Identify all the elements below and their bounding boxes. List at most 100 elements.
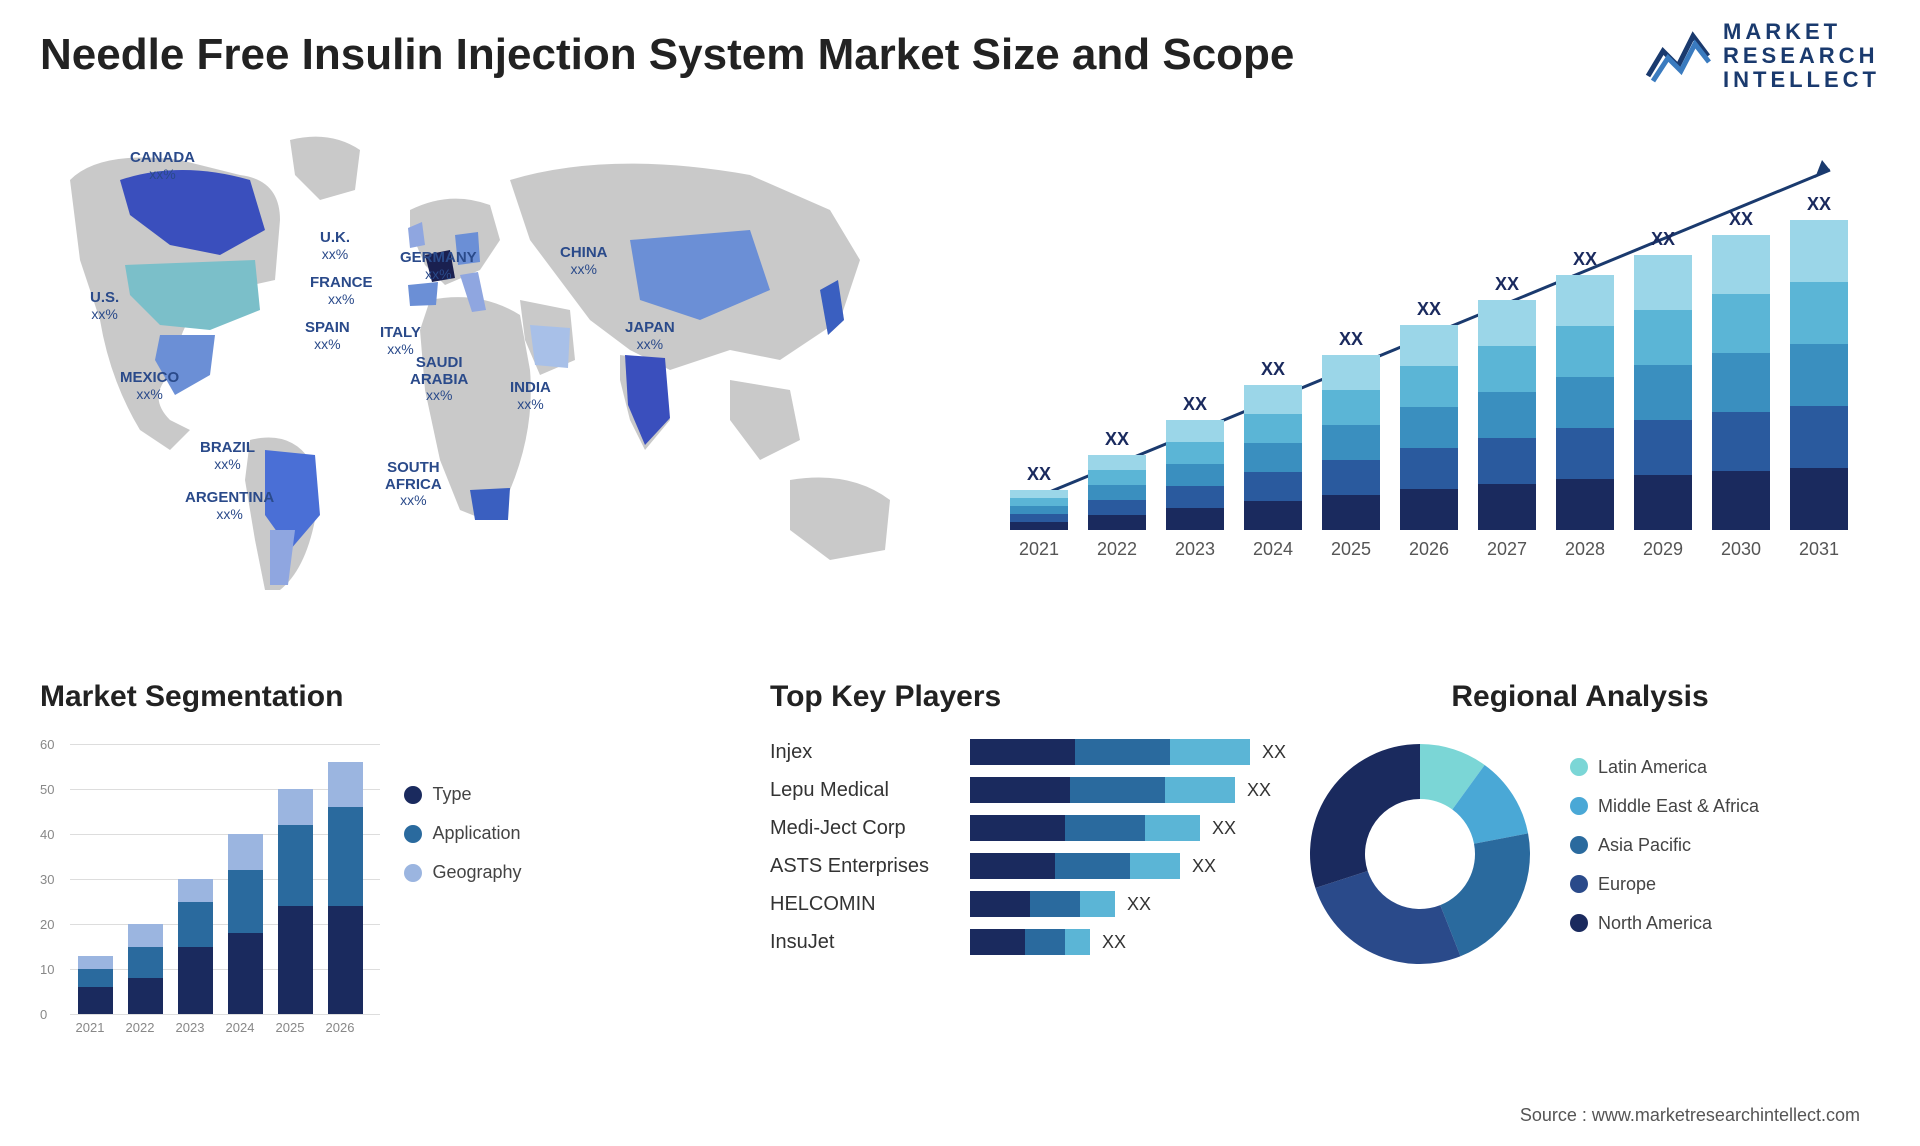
seg-legend-item: Geography (404, 862, 521, 883)
seg-bar (228, 933, 263, 1014)
seg-bar (78, 969, 113, 987)
svg-text:XX: XX (1183, 394, 1207, 414)
map-label-china: CHINAxx% (560, 245, 608, 278)
seg-legend-item: Type (404, 784, 521, 805)
svg-text:XX: XX (1573, 249, 1597, 269)
key-player-label: InsuJet (770, 931, 970, 954)
key-player-label: HELCOMIN (770, 893, 970, 916)
key-player-bar (970, 929, 1090, 955)
map-label-japan: JAPANxx% (625, 320, 675, 353)
world-map: CANADAxx% U.S.xx% MEXICOxx% BRAZILxx% ARGENT… (30, 120, 950, 600)
donut-slice (1310, 744, 1420, 888)
seg-legend-item: Application (404, 823, 521, 844)
svg-text:XX: XX (1417, 299, 1441, 319)
map-label-argentina: ARGENTINAxx% (185, 490, 274, 523)
regional-legend-item: Europe (1570, 874, 1759, 895)
regional-section: Regional Analysis Latin America Middle Ea… (1300, 680, 1860, 974)
key-player-label: ASTS Enterprises (770, 855, 970, 878)
regional-title: Regional Analysis (1300, 680, 1860, 714)
seg-bar (278, 825, 313, 906)
svg-text:2025: 2025 (1331, 539, 1371, 559)
seg-bar (178, 947, 213, 1015)
key-player-row: HELCOMIN XX (770, 891, 1290, 917)
key-player-row: Medi-Ject Corp XX (770, 815, 1290, 841)
key-player-value: XX (1262, 742, 1286, 763)
donut-slice (1440, 833, 1530, 956)
source-text: Source : www.marketresearchintellect.com (1520, 1105, 1860, 1126)
donut-slice (1315, 871, 1460, 964)
key-player-bar (970, 777, 1235, 803)
svg-text:XX: XX (1105, 429, 1129, 449)
key-player-bar (970, 891, 1115, 917)
map-label-spain: SPAINxx% (305, 320, 350, 353)
svg-text:2023: 2023 (1175, 539, 1215, 559)
segmentation-title: Market Segmentation (40, 680, 600, 714)
key-player-label: Medi-Ject Corp (770, 817, 970, 840)
key-players-section: Top Key Players InjexXXLepu MedicalXXMed… (770, 680, 1290, 967)
svg-text:2026: 2026 (1409, 539, 1449, 559)
seg-bar (278, 906, 313, 1014)
map-label-south-africa: SOUTHAFRICAxx% (385, 460, 442, 510)
seg-bar (278, 789, 313, 825)
growth-chart: XX2021XX2022XX2023XX2024XX2025XX2026XX20… (1000, 140, 1860, 580)
svg-text:2022: 2022 (1097, 539, 1137, 559)
key-player-row: InsuJet XX (770, 929, 1290, 955)
key-players-list: InjexXXLepu MedicalXXMedi-Ject CorpXXAST… (770, 739, 1290, 955)
key-player-value: XX (1102, 932, 1126, 953)
svg-text:2027: 2027 (1487, 539, 1527, 559)
svg-text:XX: XX (1261, 359, 1285, 379)
key-player-bar (970, 815, 1200, 841)
seg-bar (328, 762, 363, 807)
map-label-mexico: MEXICOxx% (120, 370, 179, 403)
key-player-row: ASTS Enterprises XX (770, 853, 1290, 879)
logo-text: MARKET RESEARCH INTELLECT (1723, 20, 1880, 93)
segmentation-chart: 0102030405060202120222023202420252026 (40, 734, 380, 1044)
map-label-france: FRANCExx% (310, 275, 373, 308)
key-player-bar (970, 853, 1180, 879)
seg-bar (228, 870, 263, 933)
world-map-svg (30, 120, 950, 600)
map-label-u-k-: U.K.xx% (320, 230, 350, 263)
svg-text:2021: 2021 (1019, 539, 1059, 559)
donut-chart (1300, 734, 1540, 974)
segmentation-legend: Type Application Geography (404, 784, 521, 901)
page-title: Needle Free Insulin Injection System Mar… (40, 30, 1294, 80)
key-player-row: Injex XX (770, 739, 1290, 765)
map-label-u-s-: U.S.xx% (90, 290, 119, 323)
segmentation-section: Market Segmentation 01020304050602021202… (40, 680, 600, 1044)
svg-text:2029: 2029 (1643, 539, 1683, 559)
svg-text:2031: 2031 (1799, 539, 1839, 559)
key-player-value: XX (1127, 894, 1151, 915)
seg-bar (178, 879, 213, 902)
logo: MARKET RESEARCH INTELLECT (1643, 20, 1880, 93)
key-player-row: Lepu Medical XX (770, 777, 1290, 803)
seg-bar (78, 987, 113, 1014)
map-label-india: INDIAxx% (510, 380, 551, 413)
seg-bar (228, 834, 263, 870)
key-player-value: XX (1247, 780, 1271, 801)
svg-text:XX: XX (1027, 464, 1051, 484)
regional-legend-item: Asia Pacific (1570, 835, 1759, 856)
svg-text:2030: 2030 (1721, 539, 1761, 559)
regional-legend-item: Latin America (1570, 757, 1759, 778)
map-label-canada: CANADAxx% (130, 150, 195, 183)
svg-text:2028: 2028 (1565, 539, 1605, 559)
map-label-italy: ITALYxx% (380, 325, 421, 358)
seg-bar (128, 947, 163, 979)
key-player-value: XX (1212, 818, 1236, 839)
regional-legend-item: North America (1570, 913, 1759, 934)
key-player-bar (970, 739, 1250, 765)
map-label-brazil: BRAZILxx% (200, 440, 255, 473)
seg-bar (128, 978, 163, 1014)
key-player-label: Lepu Medical (770, 779, 970, 802)
map-label-saudi-arabia: SAUDIARABIAxx% (410, 355, 468, 405)
seg-bar (128, 924, 163, 947)
logo-icon (1643, 26, 1713, 86)
growth-chart-svg: XX2021XX2022XX2023XX2024XX2025XX2026XX20… (1000, 140, 1860, 580)
seg-bar (178, 902, 213, 947)
regional-legend-item: Middle East & Africa (1570, 796, 1759, 817)
svg-text:XX: XX (1729, 209, 1753, 229)
svg-text:XX: XX (1807, 194, 1831, 214)
key-player-label: Injex (770, 741, 970, 764)
key-player-value: XX (1192, 856, 1216, 877)
